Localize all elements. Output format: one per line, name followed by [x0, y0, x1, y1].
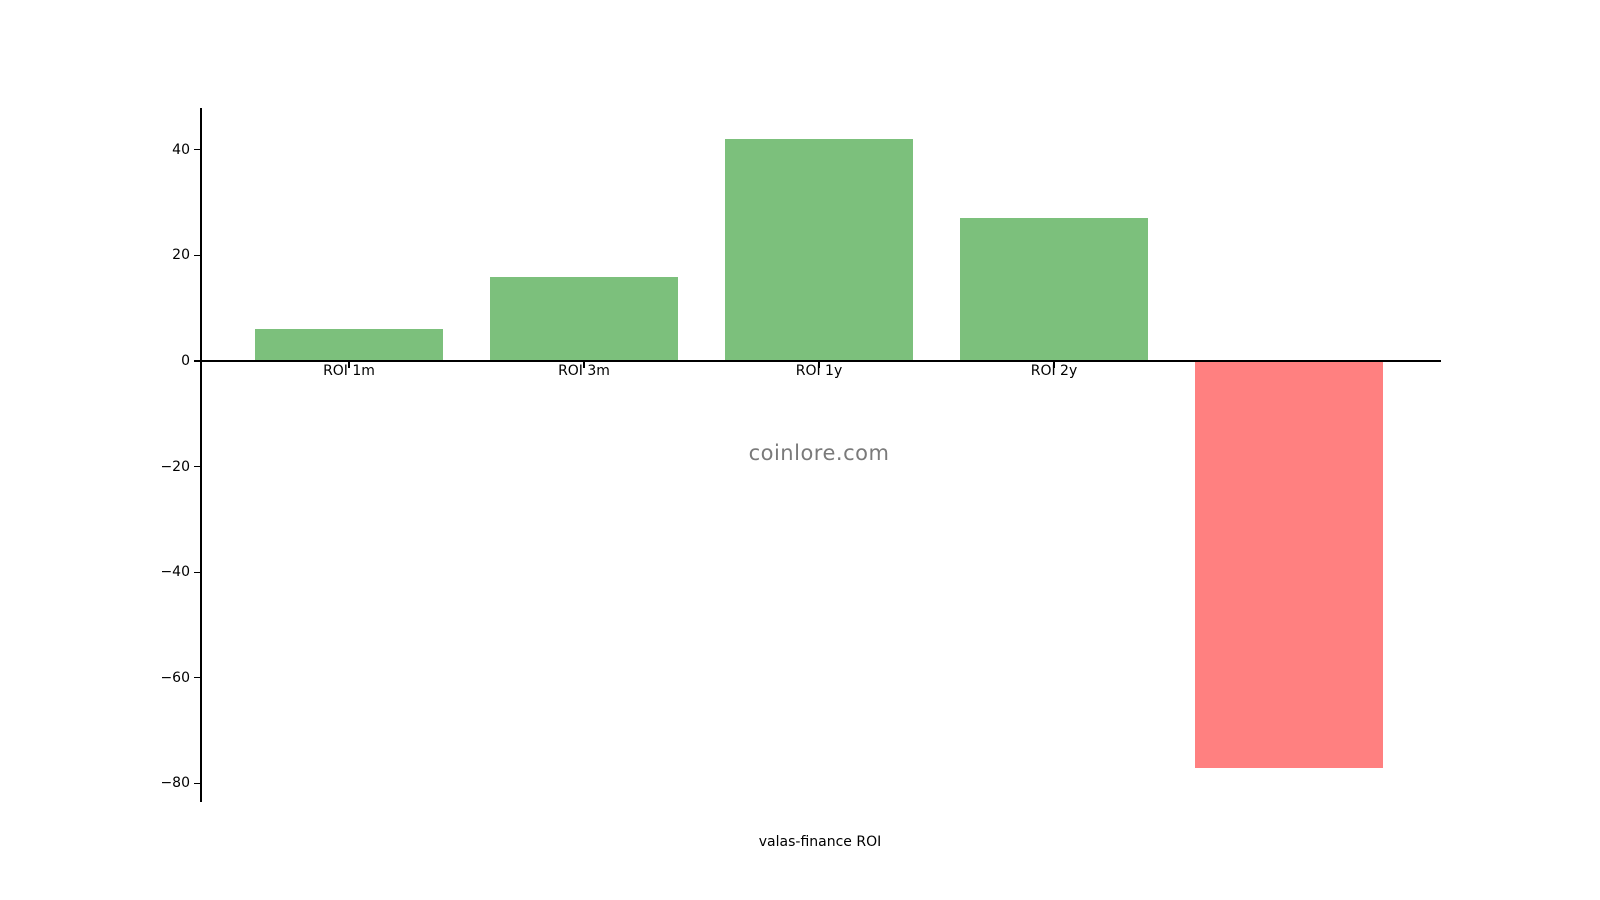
y-tick-label--20: −20: [160, 458, 190, 475]
x-tick-label-roi-3m: ROI 3m: [558, 363, 610, 379]
y-tick-label-40: 40: [172, 141, 190, 158]
bar-bar-5: [1195, 361, 1383, 769]
bar-roi-1y: [725, 139, 913, 361]
x-tick-label-roi-2y: ROI 2y: [1030, 363, 1078, 379]
y-tick-mark-40: [194, 149, 200, 151]
x-tick-mark-roi-1m: [348, 361, 350, 368]
x-tick-mark-roi-2y: [1053, 361, 1055, 368]
y-tick-label--80: −80: [160, 775, 190, 792]
y-tick-label-0: 0: [181, 353, 190, 369]
chart-title: valas-finance ROI: [758, 834, 882, 850]
x-tick-mark-roi-1y: [818, 361, 820, 368]
x-tick-label-roi-1y: ROI 1y: [795, 363, 843, 379]
y-tick-label--40: −40: [160, 564, 190, 581]
x-axis-zero-line: [200, 360, 1441, 362]
y-tick-label-20: 20: [172, 247, 190, 264]
y-tick-mark--20: [194, 465, 200, 468]
bar-roi-3m: [490, 276, 678, 361]
x-tick-label-roi-1m: ROI 1m: [323, 363, 375, 379]
y-tick-mark--60: [194, 677, 200, 679]
y-tick-mark-0: [194, 360, 200, 362]
y-tick-mark--40: [194, 571, 200, 573]
y-tick-mark--80: [194, 782, 200, 785]
y-axis-spine: [200, 108, 202, 802]
x-tick-mark-roi-3m: [583, 361, 585, 368]
y-tick-label--60: −60: [160, 669, 190, 686]
bar-roi-1m: [255, 329, 443, 361]
y-tick-mark-20: [194, 254, 200, 257]
bar-roi-2y: [960, 218, 1148, 361]
watermark-text: coinlore.com: [748, 441, 890, 465]
